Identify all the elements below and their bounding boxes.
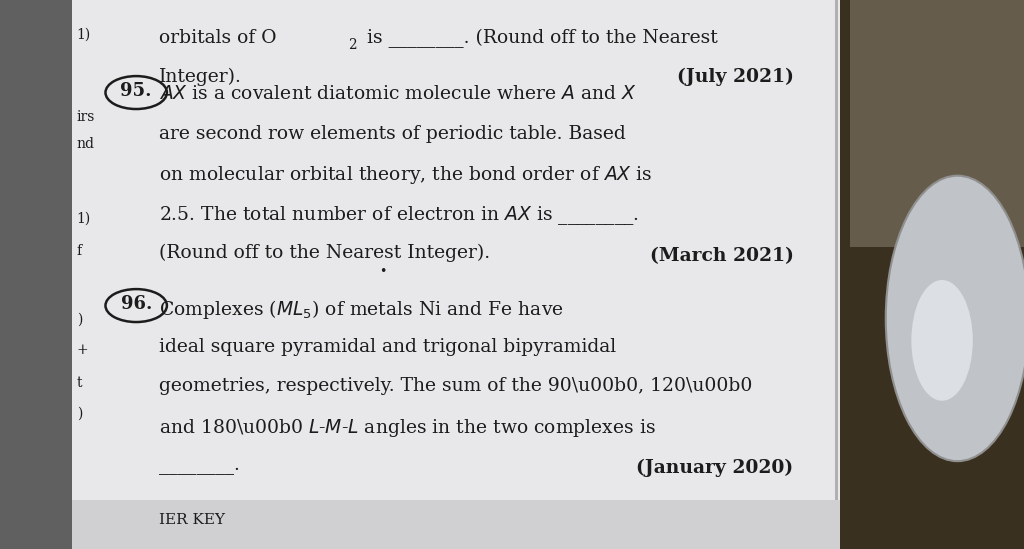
Text: •: •	[379, 265, 386, 278]
Text: on molecular orbital theory, the bond order of $\it{AX}$ is: on molecular orbital theory, the bond or…	[159, 165, 652, 187]
Text: 2.5. The total number of electron in $\it{AX}$ is ________.: 2.5. The total number of electron in $\i…	[159, 204, 639, 227]
Bar	[72, 0, 840, 549]
Bar	[72, 500, 840, 549]
Text: (Round off to the Nearest Integer).: (Round off to the Nearest Integer).	[159, 244, 489, 262]
Bar	[0, 0, 72, 549]
Text: 96.: 96.	[121, 295, 152, 313]
Text: ________.: ________.	[159, 457, 240, 474]
Text: 95.: 95.	[121, 82, 152, 100]
Text: 2: 2	[348, 38, 356, 53]
Text: t: t	[77, 376, 82, 390]
Text: ): )	[77, 406, 82, 421]
Text: IER KEY: IER KEY	[159, 513, 224, 528]
Text: 1): 1)	[77, 27, 91, 42]
Text: (January 2020): (January 2020)	[637, 458, 794, 477]
Ellipse shape	[886, 176, 1024, 461]
Text: irs: irs	[77, 110, 95, 124]
Text: is ________. (Round off to the Nearest: is ________. (Round off to the Nearest	[361, 29, 718, 48]
Text: f: f	[77, 244, 82, 259]
Text: (March 2021): (March 2021)	[649, 248, 794, 266]
Text: 1): 1)	[77, 211, 91, 226]
Text: and 180\u00b0 $\it{L}$-$\it{M}$-$\it{L}$ angles in the two complexes is: and 180\u00b0 $\it{L}$-$\it{M}$-$\it{L}$…	[159, 417, 655, 439]
Text: ideal square pyramidal and trigonal bipyramidal: ideal square pyramidal and trigonal bipy…	[159, 338, 615, 356]
Bar	[835, 0, 838, 549]
Text: $\it{AX}$ is a covalent diatomic molecule where $\it{A}$ and $\it{X}$: $\it{AX}$ is a covalent diatomic molecul…	[159, 86, 637, 103]
Text: are second row elements of periodic table. Based: are second row elements of periodic tabl…	[159, 125, 626, 143]
Bar	[850, 0, 1024, 247]
Text: Complexes ($\it{ML}_5$) of metals Ni and Fe have: Complexes ($\it{ML}_5$) of metals Ni and…	[159, 299, 563, 321]
Text: orbitals of O: orbitals of O	[159, 29, 276, 47]
Text: nd: nd	[77, 137, 95, 152]
Bar	[840, 0, 1024, 549]
Text: Integer).: Integer).	[159, 68, 242, 86]
Text: geometries, respectively. The sum of the 90\u00b0, 120\u00b0: geometries, respectively. The sum of the…	[159, 378, 752, 395]
Text: (July 2021): (July 2021)	[677, 68, 794, 86]
Ellipse shape	[911, 280, 973, 401]
Text: ): )	[77, 313, 82, 327]
Text: +: +	[77, 343, 88, 357]
